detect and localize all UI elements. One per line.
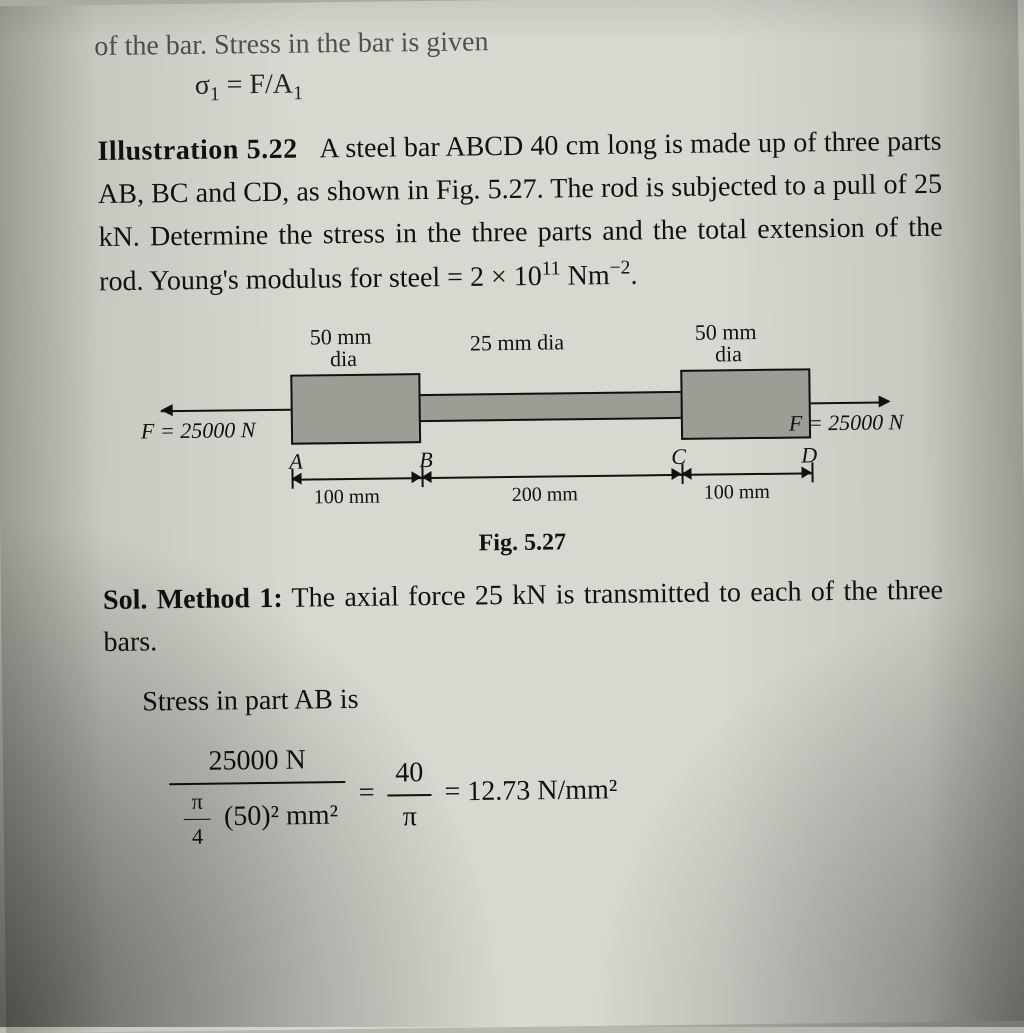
figure-5-27: 50 mm dia 25 mm dia 50 mm dia F = 25000 … [78,321,965,563]
frac-left: 25000 N π 4 (50)² mm² [169,740,347,854]
dim-cd-la [681,468,691,480]
force-arrow-right [811,402,881,405]
a-sub: 1 [293,83,303,104]
force-arrow-left [161,409,291,413]
illus-tail: . [630,260,637,291]
frac-right-num: 40 [387,752,432,797]
frac-right-den: π [388,796,433,839]
frac-left-den: π 4 (50)² mm² [169,784,346,854]
illustration-title: Illustration 5.22 [97,133,297,166]
page-scan: of the bar. Stress in the bar is given σ… [0,0,1024,1033]
exp-11: 11 [542,258,561,279]
force-label-left: F = 25000 N [141,418,256,445]
dim-bc-la [421,471,431,483]
illustration-paragraph: Illustration 5.22 A steel bar ABCD 40 cm… [97,119,943,303]
dim-cd: 100 mm [704,481,770,505]
pi: π [183,785,211,820]
dim-bc-line [422,474,682,479]
dimension-row: 100 mm 200 mm 100 mm [141,462,902,521]
sol-method-label: Sol. Method 1: [103,583,283,616]
dim-bc: 200 mm [512,484,578,508]
solution-para-1: Sol. Method 1: The axial force 25 kN is … [103,570,944,664]
seg-bc [419,391,683,422]
prev-line: of the bar. Stress in the bar is given [94,21,958,64]
solution-para-2: Stress in part AB is [142,672,944,724]
figure-caption: Fig. 5.27 [479,530,567,558]
equation-sigma: σ1 = F/A1 [195,61,959,107]
unit-exp: −2 [609,257,630,278]
dim-ab-la [291,473,301,485]
frac-right: 40 π [387,752,432,839]
eq-rhs: = F/A [226,69,293,101]
dim-cd-line [682,473,812,477]
dim-ab: 100 mm [314,486,380,510]
unit-nm: Nm [560,260,609,292]
result-text: = 12.73 N/mm² [444,775,617,808]
sigma-sub: 1 [210,84,220,105]
dim-cd-ra [801,467,811,479]
pi-over-4: π 4 [183,785,211,854]
bar-assembly: F = 25000 N F = 25000 N A B C D [140,358,901,457]
arrowhead-left [161,405,173,417]
dim-ab-ra [411,472,421,484]
tick-d [811,463,813,483]
dim-bc-ra [671,468,681,480]
four: 4 [184,820,212,854]
solution-equation: 25000 N π 4 (50)² mm² = 40 π = 12.73 N/m… [163,732,946,854]
top-dia-labels: 50 mm dia 25 mm dia 50 mm dia [140,322,900,361]
mid-dia-25: 25 mm dia [470,330,564,357]
seg-ab [290,374,421,446]
arrowhead-right [879,396,891,408]
figure-canvas: 50 mm dia 25 mm dia 50 mm dia F = 25000 … [140,322,902,531]
frac-left-num: 25000 N [169,740,346,786]
sigma-sym: σ [195,70,210,101]
dim-ab-line [292,478,422,482]
eq-sign-1: = [359,778,375,809]
frac-left-den-rest: (50)² mm² [224,800,338,832]
force-label-right: F = 25000 N [789,410,904,437]
